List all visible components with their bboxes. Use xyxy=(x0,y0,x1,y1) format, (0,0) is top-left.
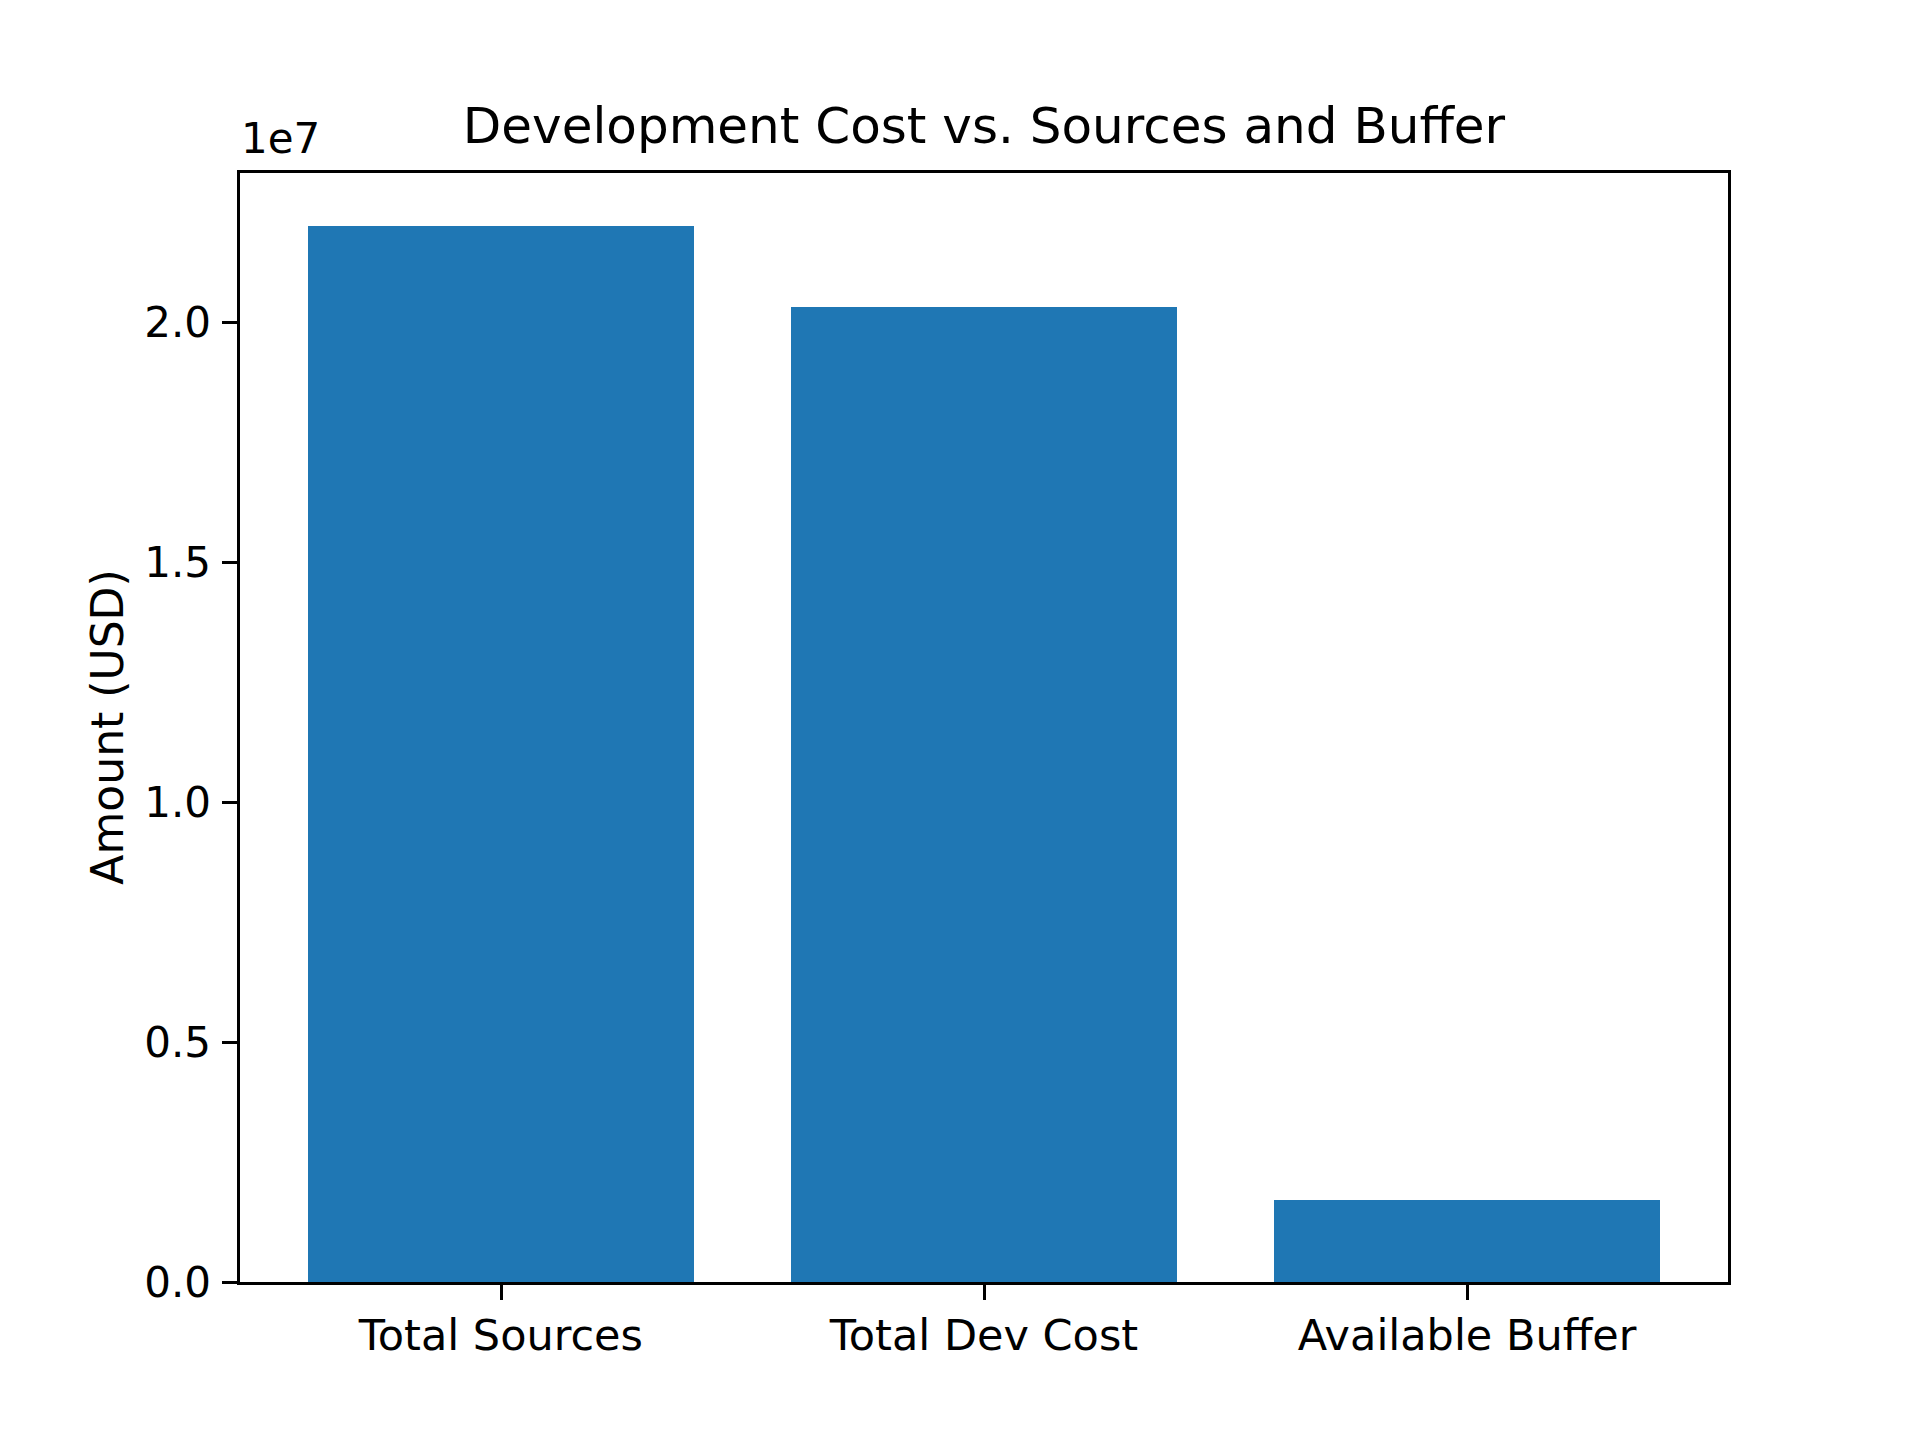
bar-available-buffer xyxy=(1274,1200,1660,1282)
y-tick-label: 1.0 xyxy=(0,782,211,824)
figure: Development Cost vs. Sources and Buffer … xyxy=(0,0,1920,1440)
x-tick-mark xyxy=(983,1285,986,1300)
bar-total-dev-cost xyxy=(791,307,1177,1282)
y-axis-offset-text: 1e7 xyxy=(241,118,320,160)
y-tick-mark xyxy=(222,1041,237,1044)
y-tick-mark xyxy=(222,561,237,564)
x-tick-label: Available Buffer xyxy=(1167,1314,1767,1357)
y-tick-label: 1.5 xyxy=(0,542,211,584)
y-tick-mark xyxy=(222,801,237,804)
y-tick-label: 0.5 xyxy=(0,1022,211,1064)
top-spine xyxy=(237,170,1731,173)
right-spine xyxy=(1728,170,1731,1285)
y-tick-mark xyxy=(222,1281,237,1284)
y-tick-mark xyxy=(222,321,237,324)
y-tick-label: 0.0 xyxy=(0,1262,211,1304)
y-tick-label: 2.0 xyxy=(0,302,211,344)
y-axis-spine xyxy=(237,170,240,1285)
x-tick-mark xyxy=(1466,1285,1469,1300)
chart-title: Development Cost vs. Sources and Buffer xyxy=(240,98,1728,156)
y-axis-label: Amount (USD) xyxy=(82,569,133,884)
x-tick-mark xyxy=(500,1285,503,1300)
bar-total-sources xyxy=(308,226,694,1282)
